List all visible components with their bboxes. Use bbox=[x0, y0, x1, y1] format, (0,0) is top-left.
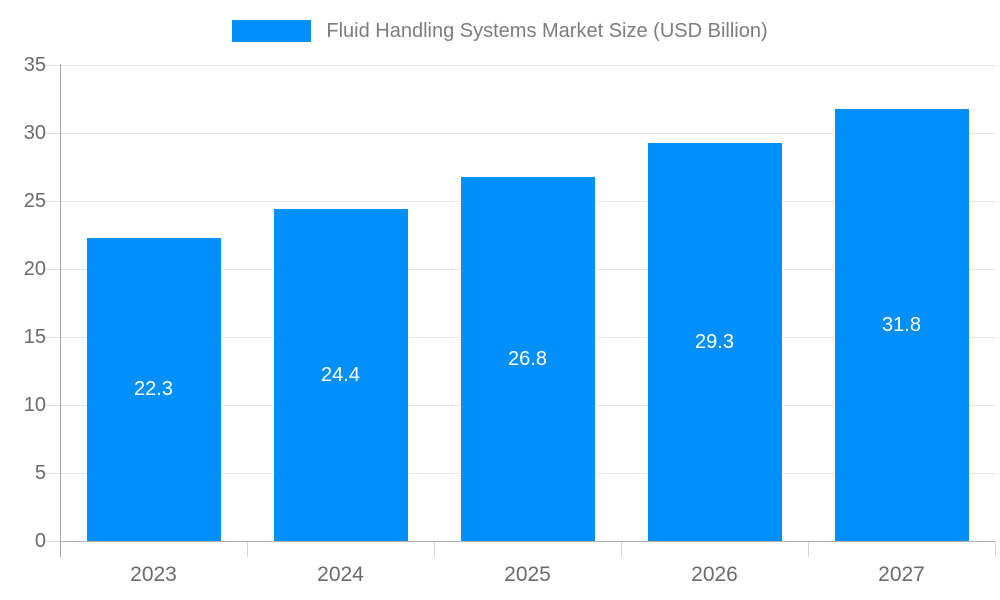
y-axis-tick bbox=[45, 64, 60, 66]
bar-value-label: 31.8 bbox=[882, 313, 921, 336]
x-axis-label: 2026 bbox=[691, 563, 738, 586]
y-axis-label: 20 bbox=[23, 258, 46, 280]
bar[interactable]: 31.8 bbox=[834, 108, 969, 541]
y-axis-label: 35 bbox=[23, 54, 46, 76]
y-axis-label: 5 bbox=[34, 462, 46, 484]
bar-value-label: 26.8 bbox=[508, 347, 547, 370]
y-axis-tick bbox=[45, 472, 60, 474]
x-axis-tick bbox=[994, 541, 996, 557]
bar-value-label: 22.3 bbox=[134, 378, 173, 401]
x-axis-line bbox=[60, 540, 995, 542]
x-axis-label: 2023 bbox=[130, 563, 177, 586]
y-axis-label: 10 bbox=[23, 394, 46, 416]
gridline bbox=[60, 64, 995, 66]
x-axis-tick bbox=[246, 541, 248, 557]
legend-swatch bbox=[232, 20, 312, 42]
y-axis-tick bbox=[45, 200, 60, 202]
x-axis-label: 2025 bbox=[504, 563, 551, 586]
y-axis-tick bbox=[45, 132, 60, 134]
bar[interactable]: 26.8 bbox=[460, 176, 595, 541]
bar[interactable]: 29.3 bbox=[647, 142, 782, 541]
gridline bbox=[60, 132, 995, 134]
x-axis-tick bbox=[433, 541, 435, 557]
y-axis-tick bbox=[45, 540, 60, 542]
y-axis-label: 30 bbox=[23, 122, 46, 144]
bar[interactable]: 24.4 bbox=[273, 209, 408, 541]
y-axis-tick bbox=[45, 268, 60, 270]
x-axis-label: 2027 bbox=[878, 563, 925, 586]
legend-label: Fluid Handling Systems Market Size (USD … bbox=[326, 20, 768, 42]
bar-value-label: 29.3 bbox=[695, 330, 734, 353]
x-axis-label: 2024 bbox=[317, 563, 364, 586]
x-axis-tick bbox=[620, 541, 622, 557]
chart-legend[interactable]: Fluid Handling Systems Market Size (USD … bbox=[0, 20, 1000, 42]
bar-value-label: 24.4 bbox=[321, 364, 360, 387]
y-axis-label: 25 bbox=[23, 190, 46, 212]
y-axis-label: 15 bbox=[23, 326, 46, 348]
y-axis-line bbox=[60, 64, 61, 557]
y-axis-label: 0 bbox=[34, 530, 46, 552]
x-axis-tick bbox=[807, 541, 809, 557]
bar[interactable]: 22.3 bbox=[86, 237, 221, 541]
y-axis-tick bbox=[45, 336, 60, 338]
y-axis-tick bbox=[45, 404, 60, 406]
